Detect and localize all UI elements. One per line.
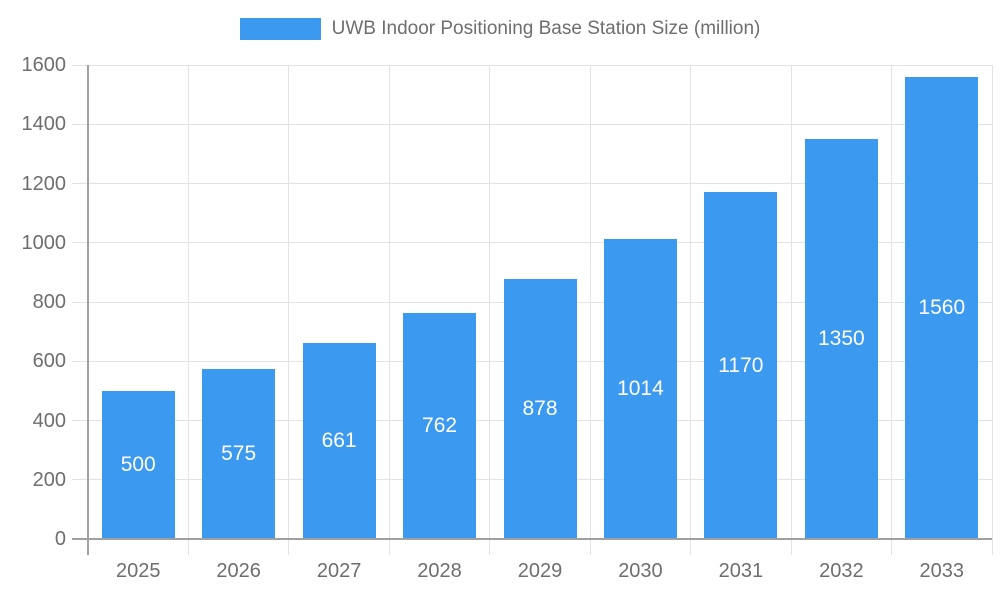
chart-legend[interactable]: UWB Indoor Positioning Base Station Size… bbox=[0, 18, 1000, 40]
bar-value-label: 661 bbox=[321, 429, 357, 453]
y-tick-mark bbox=[72, 123, 88, 125]
x-tick-mark bbox=[690, 539, 692, 555]
x-tick-mark bbox=[589, 539, 591, 555]
bar: 762 bbox=[403, 313, 477, 539]
bar-value-label: 575 bbox=[221, 441, 257, 465]
y-axis-line bbox=[87, 65, 89, 539]
v-gridline bbox=[891, 65, 893, 539]
x-tick-mark bbox=[87, 539, 89, 555]
bar: 500 bbox=[101, 390, 175, 539]
h-gridline bbox=[88, 183, 992, 184]
x-tick-mark bbox=[187, 539, 189, 555]
y-tick-label: 200 bbox=[32, 468, 66, 491]
bar-value-label: 1014 bbox=[617, 376, 664, 400]
bar: 661 bbox=[302, 343, 376, 539]
y-tick-mark bbox=[72, 64, 88, 66]
h-gridline bbox=[88, 242, 992, 244]
x-tick-label: 2030 bbox=[618, 560, 663, 582]
x-tick-label: 2031 bbox=[718, 560, 764, 582]
v-gridline bbox=[790, 65, 792, 539]
bar: 575 bbox=[202, 368, 276, 539]
y-tick-label: 1200 bbox=[21, 172, 67, 195]
v-gridline bbox=[690, 65, 692, 539]
y-tick-label: 400 bbox=[32, 409, 66, 432]
x-tick-label: 2025 bbox=[115, 560, 161, 582]
y-tick-mark bbox=[72, 420, 88, 421]
x-tick-label: 2026 bbox=[216, 560, 261, 582]
v-gridline bbox=[991, 65, 993, 539]
bar-value-label: 762 bbox=[422, 414, 458, 438]
bar: 1170 bbox=[704, 192, 778, 539]
x-axis-line bbox=[87, 538, 992, 540]
bar-value-label: 1560 bbox=[918, 295, 966, 319]
legend-label: UWB Indoor Positioning Base Station Size… bbox=[331, 18, 761, 39]
y-tick-label: 1600 bbox=[21, 54, 67, 76]
y-tick-mark bbox=[72, 360, 88, 362]
bar-value-label: 1350 bbox=[817, 327, 865, 351]
h-gridline bbox=[88, 123, 992, 125]
y-tick-mark bbox=[72, 301, 88, 303]
v-gridline bbox=[589, 65, 591, 539]
y-tick-label: 1000 bbox=[21, 231, 67, 254]
bar-value-label: 1170 bbox=[718, 353, 764, 377]
x-tick-mark bbox=[288, 539, 290, 555]
bar: 1350 bbox=[804, 139, 878, 539]
v-gridline bbox=[187, 65, 189, 539]
legend-swatch bbox=[239, 18, 321, 40]
y-tick-label: 600 bbox=[32, 350, 66, 373]
y-tick-mark bbox=[72, 242, 88, 244]
h-gridline bbox=[88, 64, 992, 66]
bar: 1560 bbox=[905, 76, 979, 539]
v-gridline bbox=[489, 65, 491, 539]
y-tick-label: 800 bbox=[32, 291, 66, 313]
y-tick-mark bbox=[72, 183, 88, 184]
bar-value-label: 500 bbox=[120, 452, 156, 476]
x-tick-label: 2032 bbox=[819, 560, 864, 582]
v-gridline bbox=[288, 65, 290, 539]
x-tick-mark bbox=[991, 539, 993, 555]
bar-value-label: 878 bbox=[522, 396, 558, 420]
x-tick-label: 2027 bbox=[316, 560, 362, 582]
x-tick-label: 2033 bbox=[919, 560, 965, 582]
y-tick-label: 1400 bbox=[21, 113, 67, 136]
v-gridline bbox=[388, 65, 390, 539]
y-tick-mark bbox=[72, 538, 88, 540]
x-tick-label: 2029 bbox=[517, 560, 563, 582]
x-tick-label: 2028 bbox=[417, 560, 462, 582]
y-tick-label: 0 bbox=[54, 528, 66, 550]
x-tick-mark bbox=[891, 539, 893, 555]
bar: 1014 bbox=[603, 238, 677, 539]
x-tick-mark bbox=[790, 539, 792, 555]
x-tick-mark bbox=[489, 539, 491, 555]
x-tick-mark bbox=[388, 539, 390, 555]
y-tick-mark bbox=[72, 479, 88, 481]
bar: 878 bbox=[503, 278, 577, 539]
